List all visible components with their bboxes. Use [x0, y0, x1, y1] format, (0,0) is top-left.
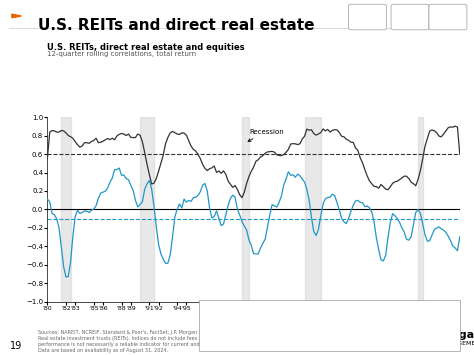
Text: GTA: GTA	[359, 12, 375, 21]
Bar	[242, 117, 249, 302]
Text: Real estate: Real estate	[8, 187, 14, 232]
Text: ASSET MANAGEMENT: ASSET MANAGEMENT	[417, 341, 474, 346]
Text: Avg. 4Q80 - 1Q24: Avg. 4Q80 - 1Q24	[301, 303, 362, 308]
Text: REITs/S&P 500 correlation: REITs/S&P 500 correlation	[209, 320, 289, 325]
Text: U.S. REITs, direct real estate and equities: U.S. REITs, direct real estate and equit…	[47, 43, 245, 51]
Text: 0.6: 0.6	[327, 320, 337, 325]
Bar	[140, 117, 154, 302]
Text: -0.4: -0.4	[420, 312, 433, 317]
Text: -0.1: -0.1	[326, 312, 338, 317]
Text: 19: 19	[443, 12, 453, 21]
Text: 0.9: 0.9	[422, 320, 431, 325]
Text: 2Q24: 2Q24	[418, 303, 436, 308]
Text: J.P.Morgan: J.P.Morgan	[417, 330, 474, 340]
Text: Direct real estate/S&P 500 correlation: Direct real estate/S&P 500 correlation	[209, 312, 328, 317]
Text: U.S. REITs and direct real estate: U.S. REITs and direct real estate	[38, 18, 314, 33]
Bar	[61, 117, 71, 302]
Text: 12-quarter rolling correlations, total return: 12-quarter rolling correlations, total r…	[47, 51, 197, 58]
Bar	[305, 117, 321, 302]
Bar	[418, 117, 423, 302]
Text: MI: MI	[405, 12, 415, 21]
Text: 19: 19	[9, 341, 22, 351]
Text: Sources: NAREIT, NCREIF, Standard & Poor's, FactSet, J.P. Morgan Asset Managemen: Sources: NAREIT, NCREIF, Standard & Poor…	[38, 330, 374, 353]
Text: Recession: Recession	[248, 129, 284, 141]
